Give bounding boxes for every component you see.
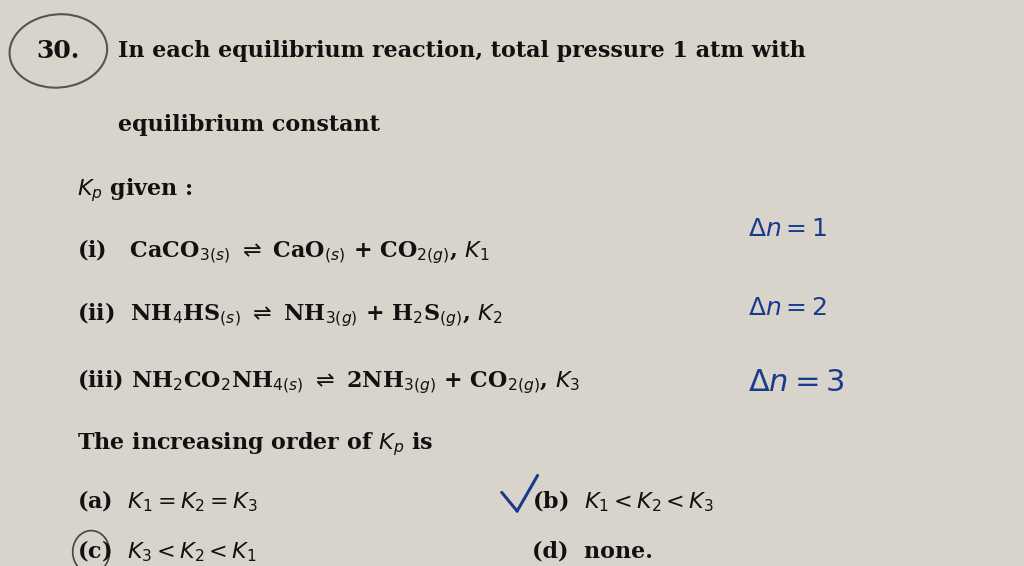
Text: $\Delta n = 2$: $\Delta n = 2$ bbox=[748, 297, 826, 320]
Text: (iii) NH$_2$CO$_2$NH$_{4(s)}$ $\rightleftharpoons$ 2NH$_{3(g)}$ + CO$_{2(g)}$, $: (iii) NH$_2$CO$_2$NH$_{4(s)}$ $\rightlef… bbox=[77, 368, 581, 396]
Text: $\Delta n = 1$: $\Delta n = 1$ bbox=[748, 217, 826, 241]
Text: (c)  $K_3 < K_2 < K_1$: (c) $K_3 < K_2 < K_1$ bbox=[77, 539, 257, 564]
Text: (b)  $K_1 < K_2 < K_3$: (b) $K_1 < K_2 < K_3$ bbox=[532, 488, 715, 513]
Text: (d)  none.: (d) none. bbox=[532, 541, 653, 563]
Text: (a)  $K_1 = K_2 = K_3$: (a) $K_1 = K_2 = K_3$ bbox=[77, 488, 258, 513]
Text: 30.: 30. bbox=[37, 39, 80, 63]
Text: The increasing order of $K_p$ is: The increasing order of $K_p$ is bbox=[77, 430, 433, 458]
Text: In each equilibrium reaction, total pressure 1 atm with: In each equilibrium reaction, total pres… bbox=[118, 40, 806, 62]
Text: (ii)  NH$_4$HS$_{(s)}$ $\rightleftharpoons$ NH$_{3(g)}$ + H$_2$S$_{(g)}$, $K_2$: (ii) NH$_4$HS$_{(s)}$ $\rightleftharpoon… bbox=[77, 300, 503, 328]
Text: $\Delta n = 3$: $\Delta n = 3$ bbox=[748, 367, 844, 397]
Text: (i)   CaCO$_{3(s)}$ $\rightleftharpoons$ CaO$_{(s)}$ + CO$_{2(g)}$, $K_1$: (i) CaCO$_{3(s)}$ $\rightleftharpoons$ C… bbox=[77, 238, 489, 266]
Text: $K_p$ given :: $K_p$ given : bbox=[77, 175, 193, 204]
Text: equilibrium constant: equilibrium constant bbox=[118, 114, 380, 135]
